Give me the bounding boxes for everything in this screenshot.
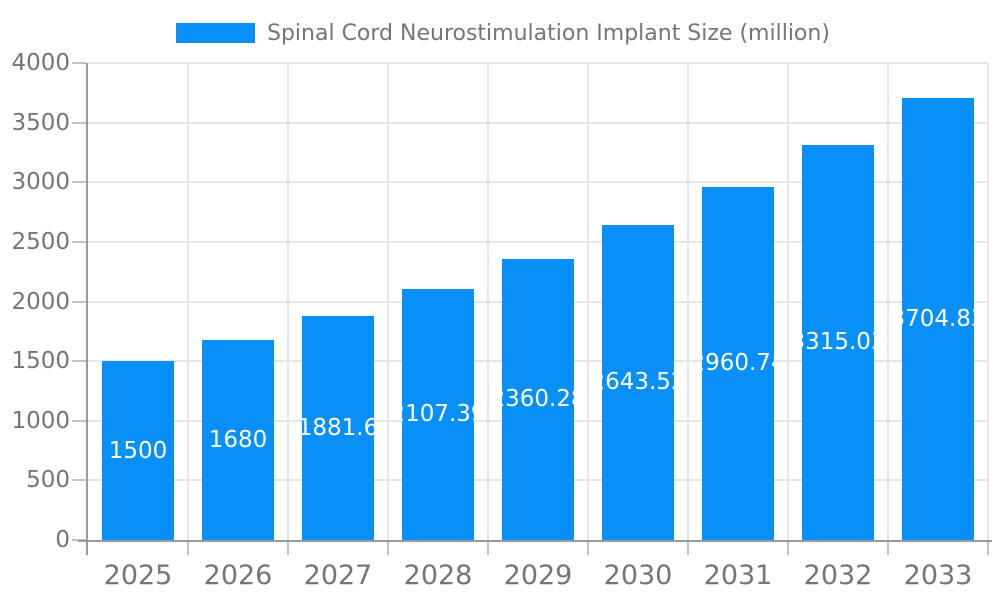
x-axis-tick [987,542,989,555]
legend-swatch [176,23,255,43]
bar: 2107.39 [402,288,474,540]
gridline-vertical [987,63,989,540]
y-tick-label: 3000 [11,169,70,196]
x-axis-tick [187,542,189,555]
bar-value-label: 3704.83 [902,306,974,333]
y-tick-label: 3500 [11,109,70,136]
gridline-vertical [887,63,889,540]
x-tick-label: 2032 [803,560,873,591]
y-tick-label: 1000 [11,407,70,434]
chart-legend[interactable]: Spinal Cord Neurostimulation Implant Siz… [176,20,830,46]
gridline-vertical [487,63,489,540]
x-axis-tick [487,542,489,555]
x-tick-label: 2030 [603,560,673,591]
gridline-vertical [387,63,389,540]
x-axis-tick [787,542,789,555]
y-tick-label: 2000 [11,288,70,315]
gridline-vertical [587,63,589,540]
x-tick-label: 2026 [203,560,273,591]
gridline-vertical [187,63,189,540]
x-axis-line [78,540,992,542]
bar: 3704.83 [902,98,974,540]
x-tick-label: 2029 [503,560,573,591]
y-tick-label: 500 [26,467,70,494]
y-axis-tick [72,181,86,184]
y-axis-tick [72,300,86,303]
y-axis-tick [72,62,86,64]
x-axis-tick [387,542,389,555]
x-axis-tick [887,542,889,555]
bar-value-label: 1881.6 [302,414,374,441]
gridline-vertical [787,63,789,540]
bar: 2960.74 [702,186,774,540]
x-axis-tick [287,542,289,555]
gridline-horizontal [88,240,988,243]
bar-value-label: 1500 [108,437,168,464]
x-tick-label: 2028 [403,560,473,591]
y-tick-label: 1500 [11,348,70,375]
y-axis-line [86,63,88,555]
x-axis-tick [587,542,589,555]
y-tick-label: 0 [55,527,70,553]
legend-label: Spinal Cord Neurostimulation Implant Siz… [267,20,830,46]
bar: 2360.28 [502,258,574,540]
bar-value-label: 2360.28 [502,386,574,413]
x-tick-label: 2025 [103,560,173,591]
x-tick-label: 2027 [303,560,373,591]
gridline-horizontal [88,181,988,184]
x-tick-label: 2033 [903,560,973,591]
x-tick-label: 2031 [703,560,773,591]
y-tick-label: 2500 [11,228,70,255]
y-tick-label: 4000 [11,50,70,76]
gridline-horizontal [88,121,988,124]
y-axis-tick [72,240,86,243]
x-axis-tick [687,542,689,555]
y-axis-tick [72,121,86,124]
bar-value-label: 2107.39 [402,401,474,428]
bar-value-label: 1680 [208,426,268,453]
gridline-horizontal [88,62,988,64]
y-axis-tick [72,479,86,482]
y-axis-tick [72,419,86,422]
bar: 1680 [202,339,274,540]
bar: 1881.6 [302,315,374,540]
y-axis-tick [72,360,86,363]
bar: 1500 [102,361,174,540]
gridline-vertical [687,63,689,540]
bar-value-label: 2960.74 [702,350,774,377]
gridline-vertical [287,63,289,540]
